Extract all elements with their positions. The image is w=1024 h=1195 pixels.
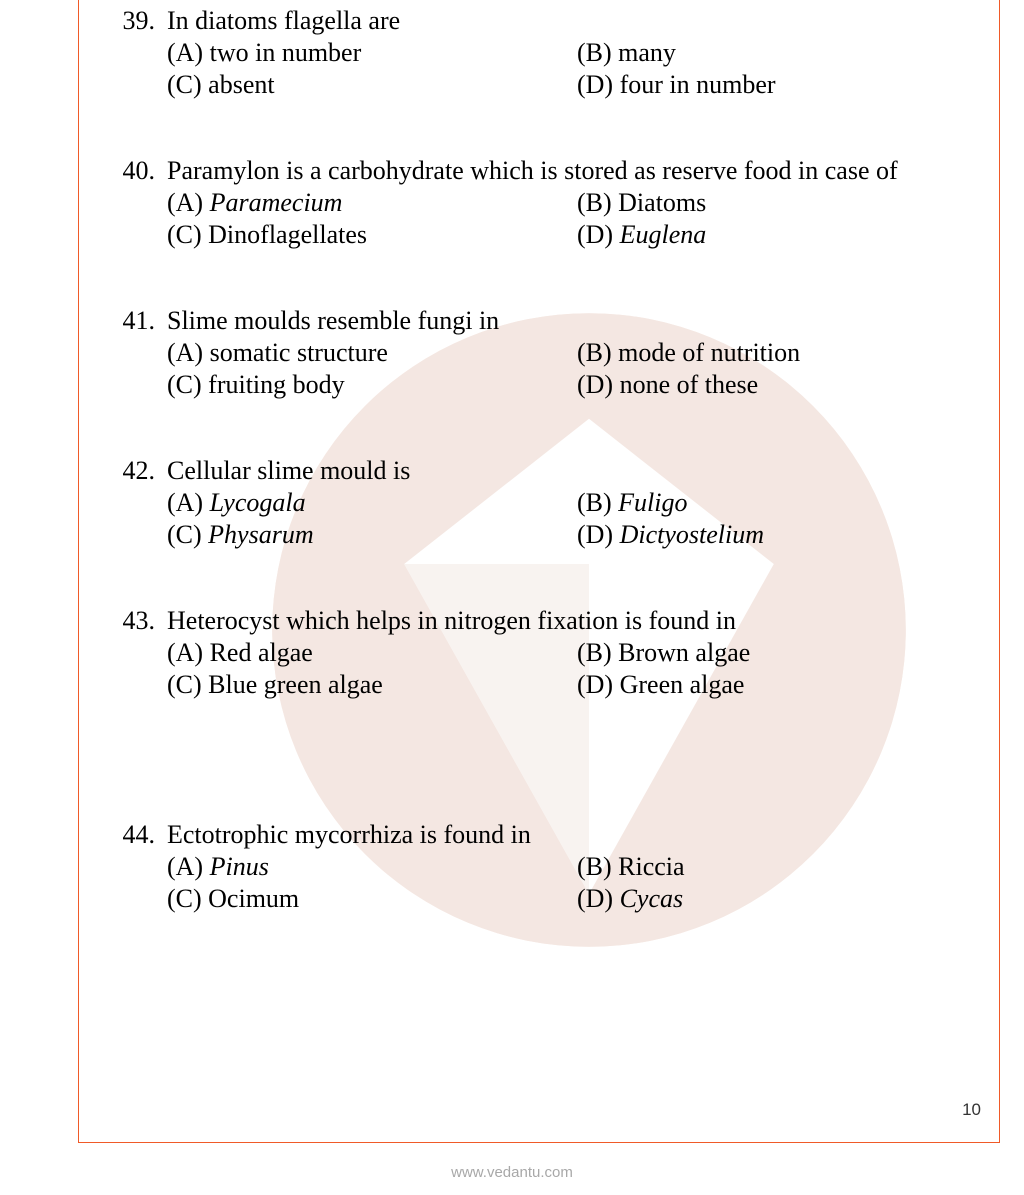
question-stem: Ectotrophic mycorrhiza is found in	[167, 820, 963, 850]
option: (B) many	[577, 38, 963, 68]
option: (A) somatic structure	[167, 338, 553, 368]
option: (A) Lycogala	[167, 488, 553, 518]
option: (A) Pinus	[167, 852, 553, 882]
question-40: 40.Paramylon is a carbohydrate which is …	[99, 156, 963, 250]
question-43: 43.Heterocyst which helps in nitrogen fi…	[99, 606, 963, 700]
page: 39.In diatoms flagella are(A) two in num…	[0, 0, 1024, 1195]
options-grid: (A) Paramecium (B) Diatoms (C) Dinoflagell…	[167, 188, 963, 250]
option: (C) Physarum	[167, 520, 553, 550]
question-39: 39.In diatoms flagella are(A) two in num…	[99, 6, 963, 100]
question-stem: In diatoms flagella are	[167, 6, 963, 36]
option: (D) none of these	[577, 370, 963, 400]
option: (D) Dictyostelium	[577, 520, 963, 550]
option: (C) Ocimum	[167, 884, 553, 914]
question-number: 43.	[99, 606, 167, 700]
option: (B) Riccia	[577, 852, 963, 882]
question-body: In diatoms flagella are(A) two in number…	[167, 6, 963, 100]
footer-url: www.vedantu.com	[0, 1164, 1024, 1181]
question-number: 39.	[99, 6, 167, 100]
option: (B) Diatoms	[577, 188, 963, 218]
question-body: Cellular slime mould is(A) Lycogala (B) F…	[167, 456, 963, 550]
option: (C) absent	[167, 70, 553, 100]
question-number: 42.	[99, 456, 167, 550]
questions-container: 39.In diatoms flagella are(A) two in num…	[79, 0, 999, 914]
content-frame: 39.In diatoms flagella are(A) two in num…	[78, 0, 1000, 1143]
options-grid: (A) Pinus (B) Riccia (C) Ocimum (D) Cycas	[167, 852, 963, 914]
option: (C) Dinoflagellates	[167, 220, 553, 250]
option: (D) Cycas	[577, 884, 963, 914]
option: (A) two in number	[167, 38, 553, 68]
option: (B) Fuligo	[577, 488, 963, 518]
question-stem: Cellular slime mould is	[167, 456, 963, 486]
question-44: 44.Ectotrophic mycorrhiza is found in(A)…	[99, 820, 963, 914]
option: (C) fruiting body	[167, 370, 553, 400]
question-42: 42.Cellular slime mould is(A) Lycogala (B…	[99, 456, 963, 550]
question-stem: Paramylon is a carbohydrate which is sto…	[167, 156, 963, 186]
question-body: Paramylon is a carbohydrate which is sto…	[167, 156, 963, 250]
options-grid: (A) Lycogala (B) Fuligo (C) Physarum (D) Di…	[167, 488, 963, 550]
option: (A) Red algae	[167, 638, 553, 668]
question-body: Slime moulds resemble fungi in(A) somati…	[167, 306, 963, 400]
question-body: Heterocyst which helps in nitrogen fixat…	[167, 606, 963, 700]
question-number: 41.	[99, 306, 167, 400]
question-number: 40.	[99, 156, 167, 250]
option: (B) mode of nutrition	[577, 338, 963, 368]
question-41: 41.Slime moulds resemble fungi in(A) som…	[99, 306, 963, 400]
option: (D) four in number	[577, 70, 963, 100]
option: (D) Green algae	[577, 670, 963, 700]
option: (B) Brown algae	[577, 638, 963, 668]
question-number: 44.	[99, 820, 167, 914]
page-number: 10	[962, 1100, 981, 1120]
options-grid: (A) two in number (B) many (C) absent (D) f…	[167, 38, 963, 100]
option: (D) Euglena	[577, 220, 963, 250]
question-body: Ectotrophic mycorrhiza is found in(A) Pi…	[167, 820, 963, 914]
option: (C) Blue green algae	[167, 670, 553, 700]
question-stem: Heterocyst which helps in nitrogen fixat…	[167, 606, 963, 636]
option: (A) Paramecium	[167, 188, 553, 218]
options-grid: (A) Red algae (B) Brown algae (C) Blue gre…	[167, 638, 963, 700]
question-stem: Slime moulds resemble fungi in	[167, 306, 963, 336]
options-grid: (A) somatic structure (B) mode of nutriti…	[167, 338, 963, 400]
